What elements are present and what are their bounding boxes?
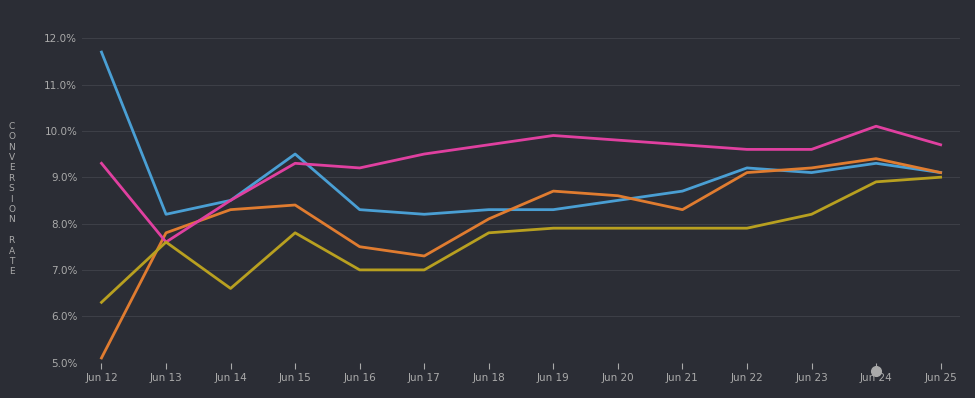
Text: C
O
N
V
E
R
S
I
O
N
 
R
A
T
E: C O N V E R S I O N R A T E bbox=[8, 122, 16, 276]
